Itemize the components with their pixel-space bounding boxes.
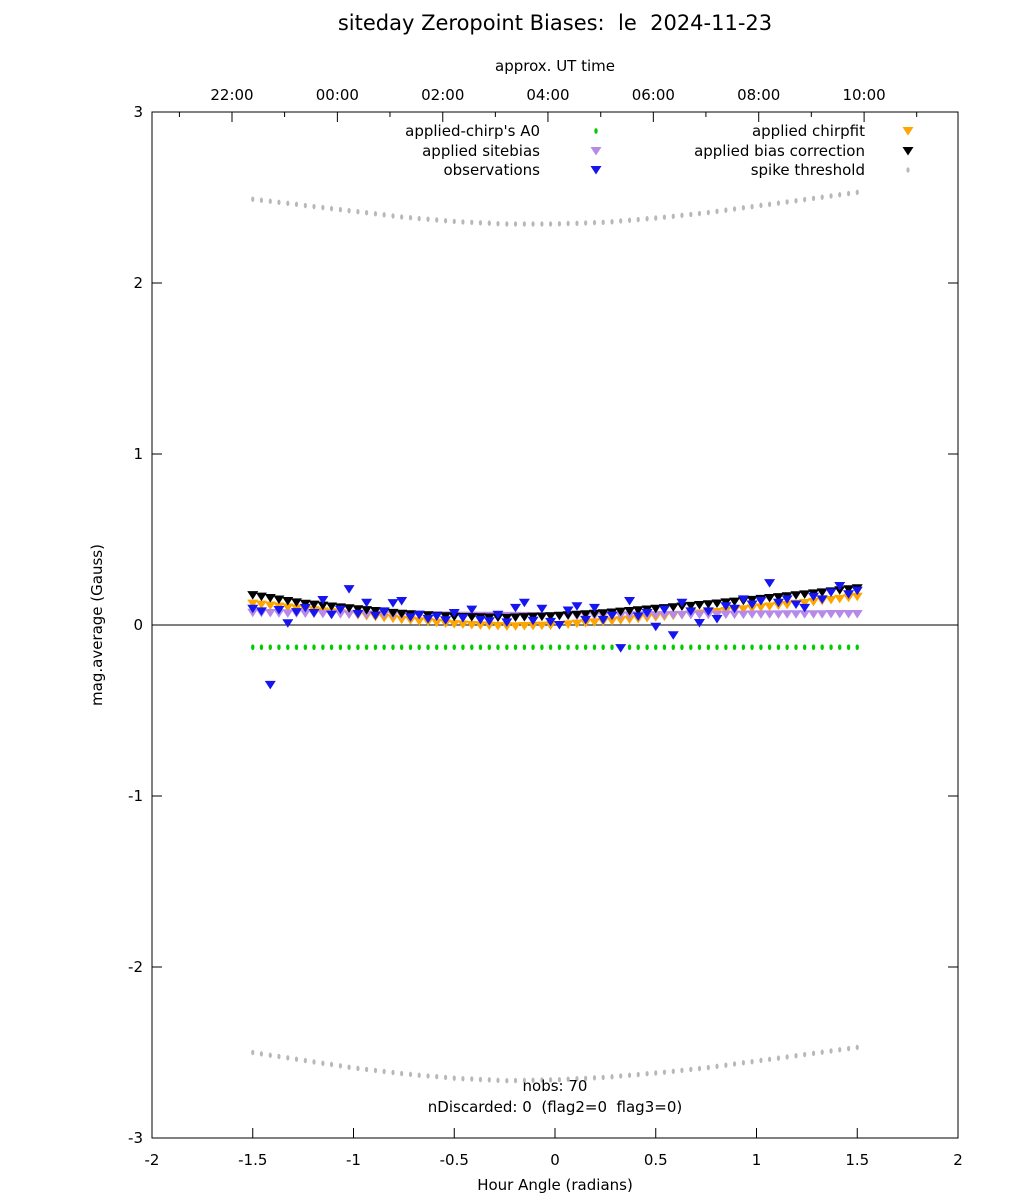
svg-text:0: 0 <box>133 616 143 634</box>
svg-text:-1: -1 <box>346 1151 361 1169</box>
svg-text:1: 1 <box>752 1151 762 1169</box>
series-a0 <box>251 644 859 651</box>
svg-text:02:00: 02:00 <box>421 86 464 104</box>
top-axis-ticks: 22:00 00:00 02:00 04:00 06:00 08:00 10:00 <box>178 86 918 122</box>
svg-text:2: 2 <box>133 274 143 292</box>
svg-text:2: 2 <box>953 1151 963 1169</box>
svg-text:00:00: 00:00 <box>316 86 359 104</box>
svg-text:-2: -2 <box>145 1151 160 1169</box>
legend-label-sitebias: applied sitebias <box>422 142 540 160</box>
svg-text:04:00: 04:00 <box>526 86 569 104</box>
x-axis-ticks: -2 -1.5 -1 -0.5 0 0.5 1 1.5 2 <box>145 1128 963 1169</box>
svg-text:0: 0 <box>550 1151 560 1169</box>
series-spike_lower <box>251 1044 859 1084</box>
svg-text:-1: -1 <box>128 787 143 805</box>
legend-marker-observations <box>590 166 602 175</box>
legend: applied-chirp's A0 applied sitebiasobserv… <box>405 122 914 179</box>
legend-marker-sitebias <box>590 147 602 156</box>
top-axis-label: approx. UT time <box>495 57 615 75</box>
page-title: siteday Zeropoint Biases: le 2024-11-23 <box>337 11 773 35</box>
svg-text:-0.5: -0.5 <box>440 1151 469 1169</box>
y-axis-label: mag.average (Gauss) <box>88 544 106 706</box>
svg-text:-2: -2 <box>128 958 143 976</box>
svg-text:06:00: 06:00 <box>632 86 675 104</box>
legend-label-a0: applied-chirp's A0 <box>405 122 540 140</box>
series-observations <box>247 579 863 690</box>
svg-text:1: 1 <box>133 445 143 463</box>
ndiscarded-annotation: nDiscarded: 0 (flag2=0 flag3=0) <box>427 1098 683 1116</box>
svg-text:10:00: 10:00 <box>842 86 885 104</box>
legend-label-observations: observations <box>443 161 540 179</box>
legend-label-bias_correction: applied bias correction <box>694 142 865 160</box>
legend-marker-bias_correction <box>902 147 914 156</box>
series-spike_upper <box>251 189 859 227</box>
svg-text:-3: -3 <box>128 1129 143 1147</box>
svg-text:3: 3 <box>133 103 143 121</box>
legend-marker-a0 <box>594 128 598 134</box>
legend-marker-spike_upper <box>906 167 910 173</box>
legend-marker-chirpfit <box>902 127 914 136</box>
svg-text:22:00: 22:00 <box>210 86 253 104</box>
svg-text:0.5: 0.5 <box>644 1151 668 1169</box>
nobs-annotation: nobs: 70 <box>522 1077 588 1095</box>
svg-text:1.5: 1.5 <box>845 1151 869 1169</box>
legend-label-spike_upper: spike threshold <box>751 161 865 179</box>
x-axis-label: Hour Angle (radians) <box>477 1176 633 1194</box>
svg-text:08:00: 08:00 <box>737 86 780 104</box>
legend-label-chirpfit: applied chirpfit <box>752 122 865 140</box>
svg-text:-1.5: -1.5 <box>238 1151 267 1169</box>
y-axis-ticks: -3 -2 -1 0 1 2 3 <box>128 103 958 1147</box>
